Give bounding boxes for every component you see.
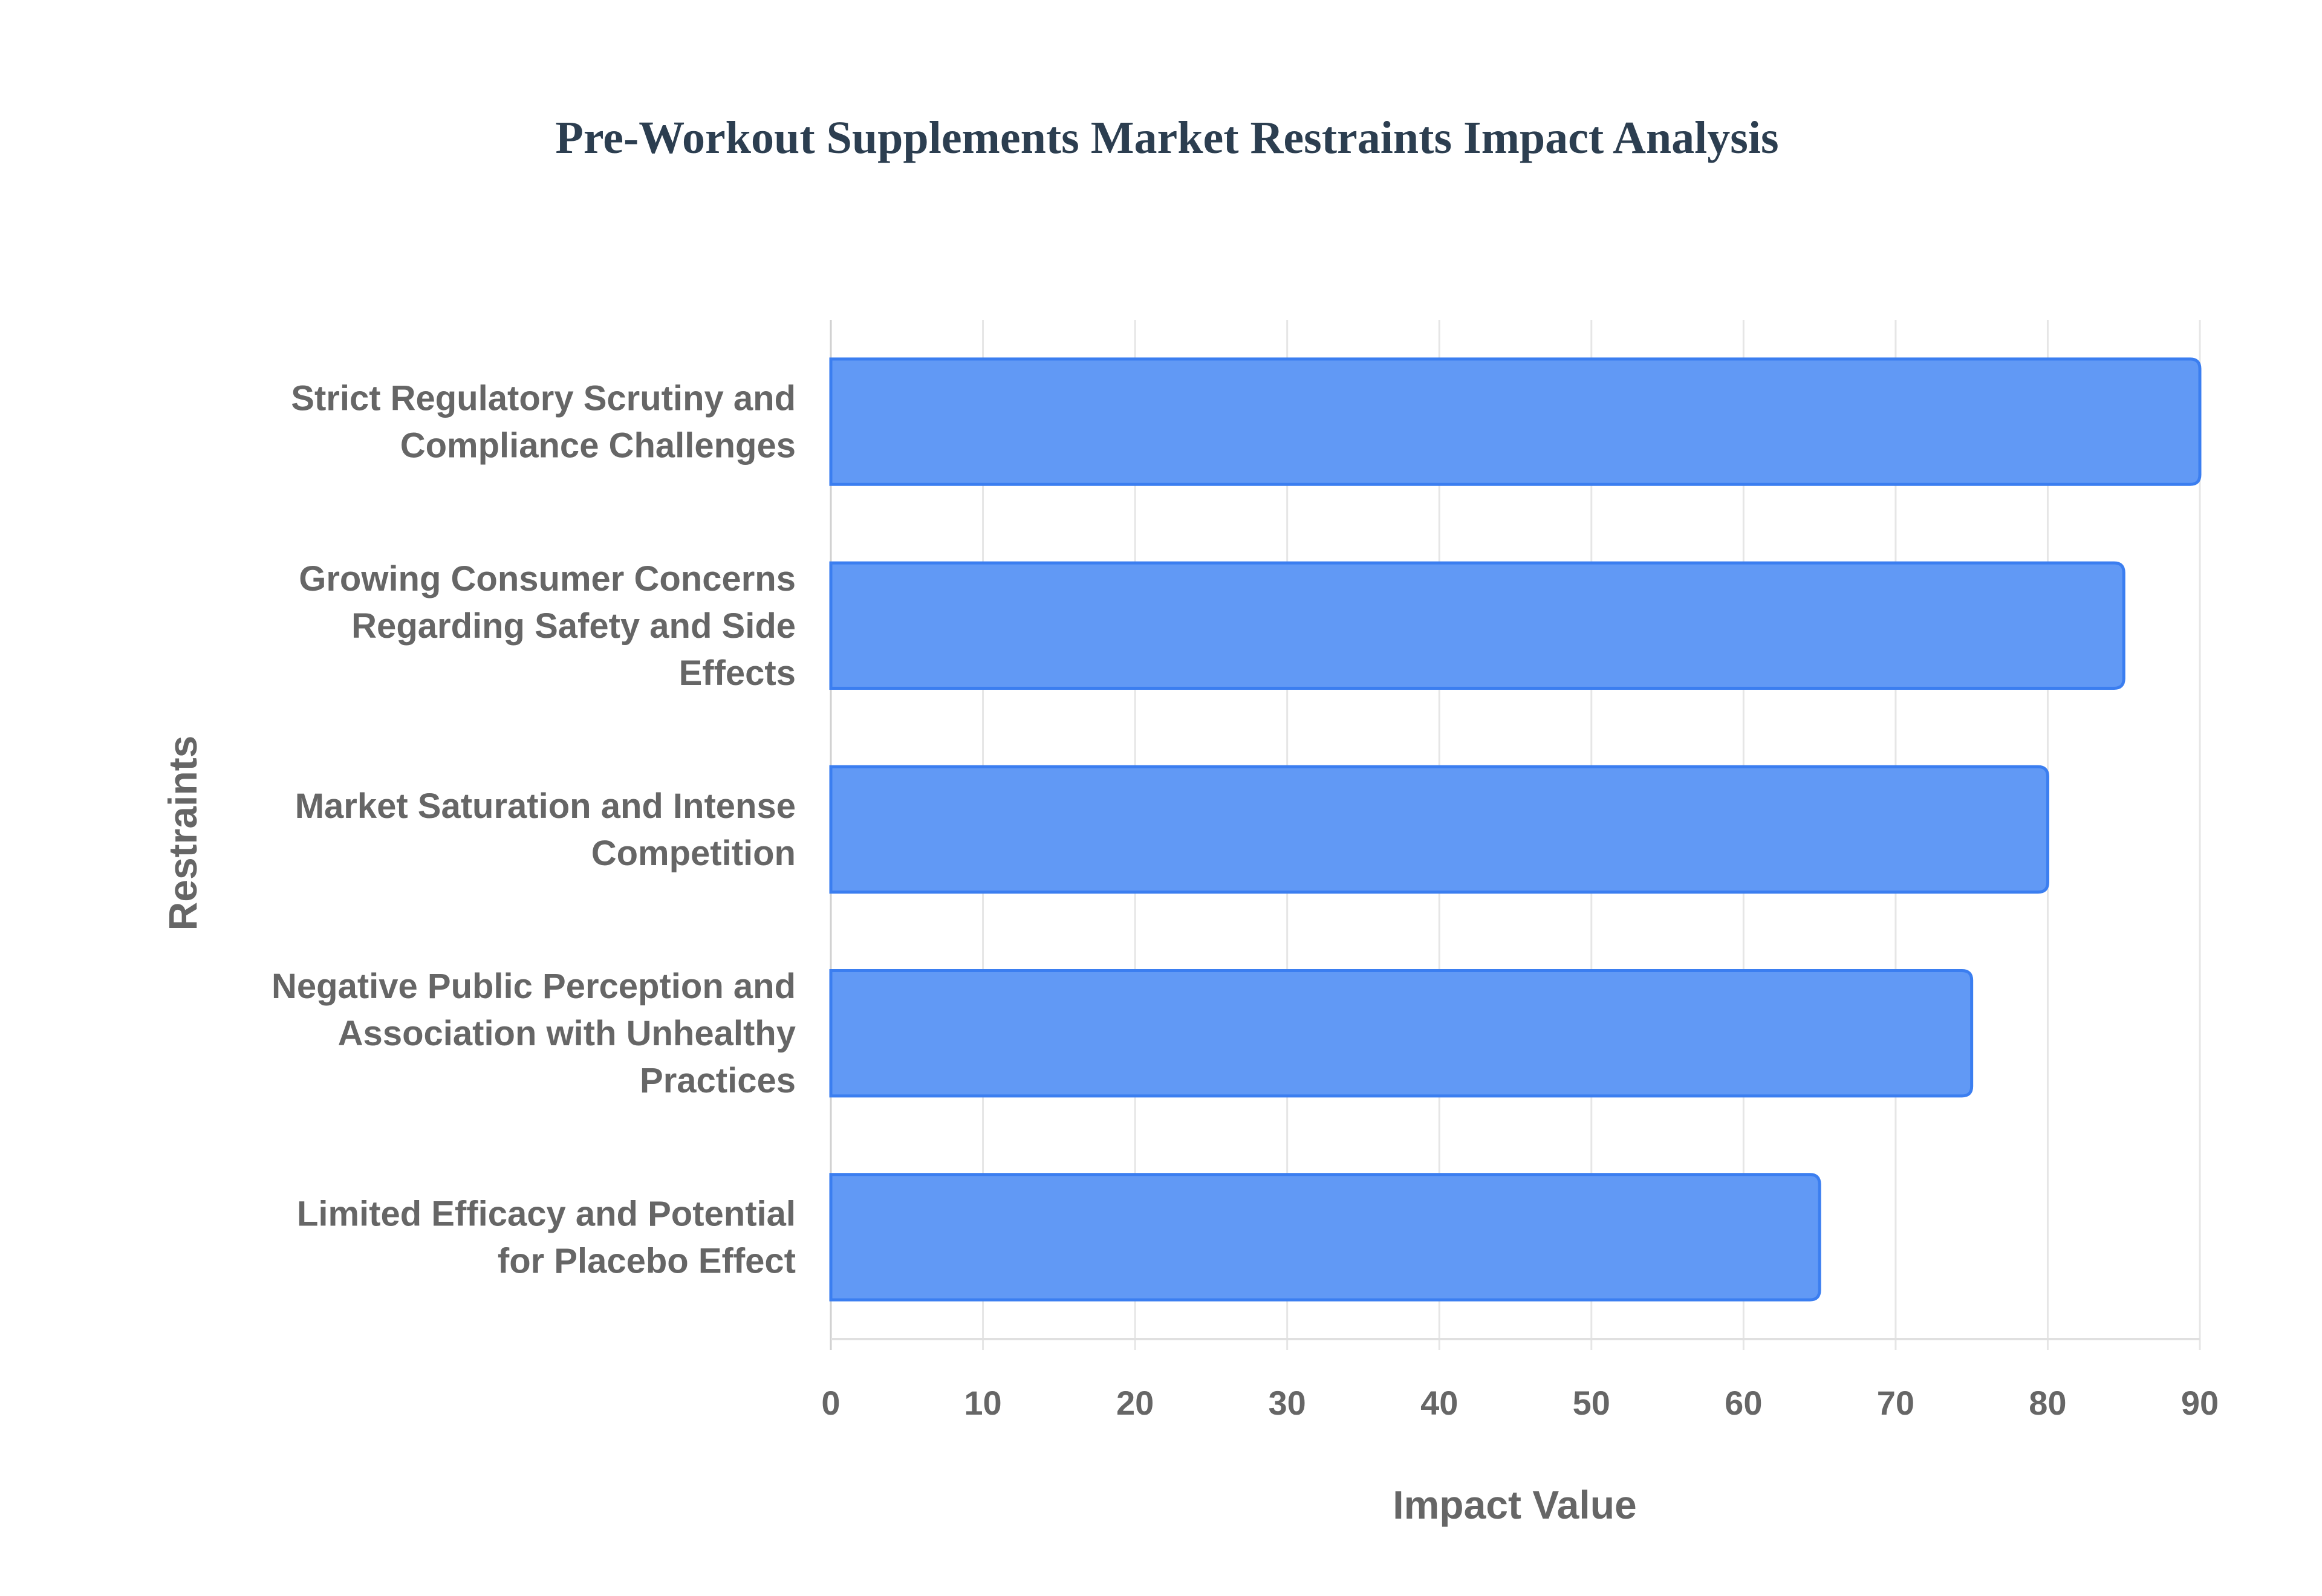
category-label-line: Competition <box>591 834 796 873</box>
category-label: Market Saturation and Intense Competition <box>295 787 796 873</box>
bars <box>829 357 2202 1302</box>
bar <box>829 969 1974 1098</box>
category-label: Limited Efficacy and Potential for Placeb… <box>297 1194 796 1280</box>
x-tick-label: 90 <box>2181 1384 2219 1422</box>
x-tick-label: 0 <box>821 1384 840 1422</box>
category-label-line: Limited Efficacy and Potential <box>297 1194 796 1233</box>
chart-title: Pre-Workout Supplements Market Restraint… <box>555 112 1778 163</box>
category-label-line: Regarding Safety and Side <box>351 606 796 646</box>
bar <box>829 357 2202 486</box>
category-label-line: Market Saturation and Intense <box>295 787 796 826</box>
category-label-line: Practices <box>640 1061 796 1100</box>
category-label-line: Negative Public Perception and <box>272 967 796 1006</box>
category-label-line: for Placebo Effect <box>498 1241 796 1280</box>
y-axis-title: Restraints <box>160 736 205 931</box>
category-labels: Strict Regulatory Scrutiny and Compliance… <box>272 379 796 1281</box>
x-tick-labels: 0 10 20 30 40 50 60 70 80 90 <box>821 1384 2219 1422</box>
x-tick-label: 10 <box>964 1384 1001 1422</box>
x-tick-label: 60 <box>1725 1384 1762 1422</box>
category-label-line: Growing Consumer Concerns <box>299 559 796 598</box>
category-label: Negative Public Perception and Associatio… <box>272 967 796 1100</box>
category-label-line: Compliance Challenges <box>400 426 796 465</box>
x-tick-label: 20 <box>1116 1384 1154 1422</box>
category-label-line: Association with Unhealthy <box>338 1014 796 1053</box>
category-label: Strict Regulatory Scrutiny and Compliance… <box>291 379 796 465</box>
bar <box>829 765 2049 894</box>
category-label: Growing Consumer Concerns Regarding Safet… <box>299 559 796 693</box>
x-tick-label: 50 <box>1573 1384 1610 1422</box>
x-tick-label: 40 <box>1420 1384 1458 1422</box>
category-label-line: Strict Regulatory Scrutiny and <box>291 379 796 418</box>
category-label-line: Effects <box>679 654 796 693</box>
x-tick-label: 80 <box>2029 1384 2066 1422</box>
x-tick-label: 70 <box>1877 1384 1914 1422</box>
x-tick-label: 30 <box>1269 1384 1306 1422</box>
bar <box>829 561 2125 690</box>
bar <box>829 1173 1821 1302</box>
x-axis-title: Impact Value <box>1393 1482 1637 1527</box>
